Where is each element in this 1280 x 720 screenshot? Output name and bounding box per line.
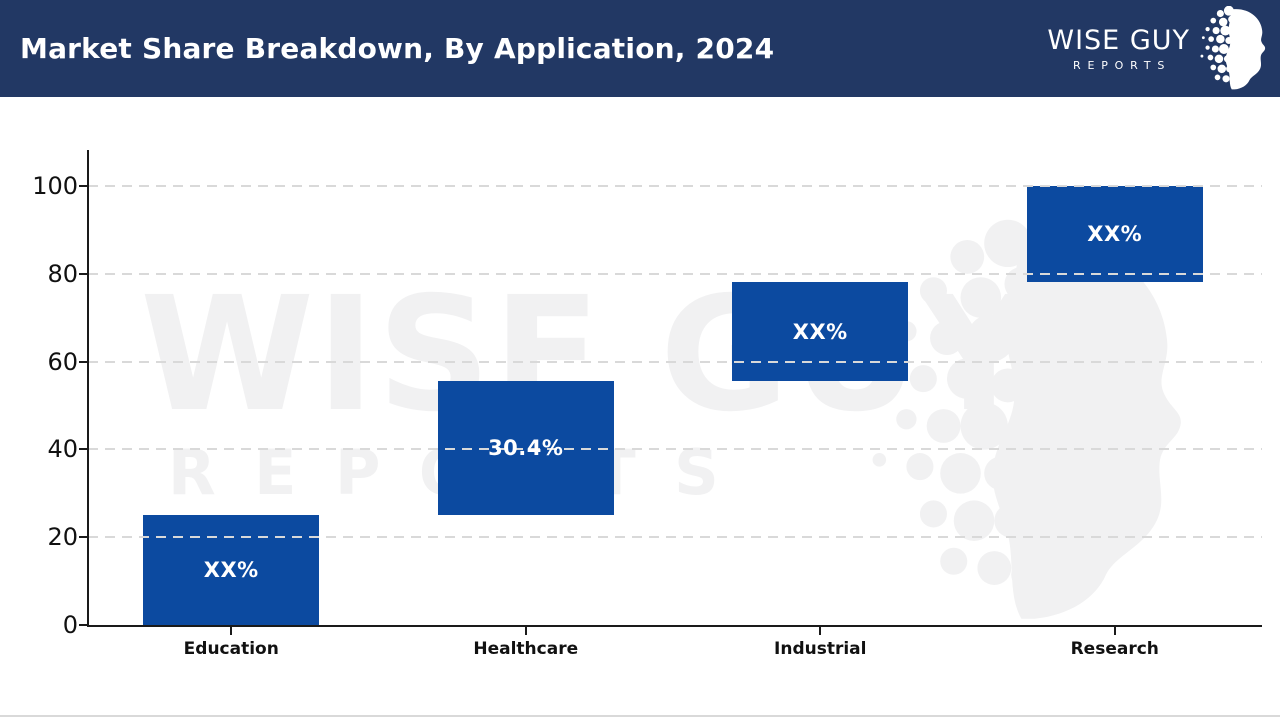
y-tick-label-40: 40 (47, 435, 78, 464)
logo-wiseguy-label: WISE GUY (1047, 25, 1190, 56)
wiseguy-reports-logo: WISE GUY REPORTS (1047, 4, 1270, 94)
bar-healthcare (437, 381, 614, 515)
bottom-divider-line (0, 715, 1280, 717)
bar-value-label-education: XX% (203, 557, 259, 582)
x-tick-label-education: Education (183, 639, 279, 659)
bar-research (1026, 186, 1203, 282)
x-tick-label-industrial: Industrial (774, 639, 867, 659)
bar-value-label-research: XX% (1087, 221, 1143, 246)
watermark-face-icon (872, 219, 1181, 619)
x-tick-label-healthcare: Healthcare (473, 639, 579, 659)
bar-industrial (732, 281, 909, 382)
bar-value-label-healthcare: 30.4% (488, 436, 564, 461)
y-tick-mark-60 (79, 360, 87, 363)
chart-title: Market Share Breakdown, By Application, … (20, 32, 775, 65)
x-tick-mark-healthcare (524, 627, 527, 635)
gridline-40 (88, 448, 1262, 451)
y-tick-label-0: 0 (62, 611, 78, 639)
y-tick-mark-0 (79, 624, 87, 626)
y-tick-mark-40 (79, 448, 87, 451)
bar-education (143, 514, 320, 625)
gridline-100 (88, 185, 1262, 187)
y-axis-spine (87, 150, 89, 627)
gridline-20 (88, 536, 1262, 539)
x-axis-spine (87, 625, 1262, 627)
x-tick-label-research: Research (1070, 639, 1159, 659)
logo-reports-label: REPORTS (1073, 59, 1172, 72)
bar-value-label-industrial: XX% (792, 319, 848, 344)
x-tick-mark-education (230, 627, 233, 635)
x-tick-mark-industrial (819, 627, 822, 635)
y-tick-label-60: 60 (47, 347, 78, 376)
y-tick-label-100: 100 (32, 172, 78, 200)
y-tick-mark-80 (79, 272, 87, 275)
logo-text: WISE GUY REPORTS (1047, 25, 1190, 73)
y-tick-label-80: 80 (47, 259, 78, 288)
x-tick-mark-research (1113, 627, 1116, 635)
y-tick-label-20: 20 (47, 523, 78, 552)
y-tick-mark-100 (79, 185, 87, 187)
gridline-60 (88, 360, 1262, 363)
logo-face-icon (1200, 6, 1266, 90)
gridline-80 (88, 272, 1262, 275)
header-bar: Market Share Breakdown, By Application, … (0, 0, 1280, 97)
y-tick-mark-20 (79, 536, 87, 539)
